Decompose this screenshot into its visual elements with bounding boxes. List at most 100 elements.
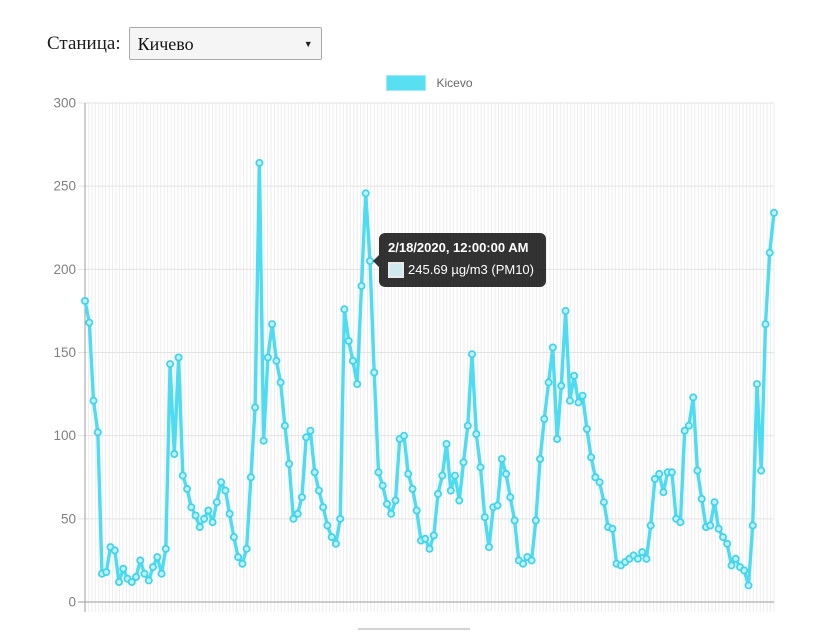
data-point[interactable] xyxy=(399,431,408,440)
data-point[interactable] xyxy=(689,393,698,402)
data-point[interactable] xyxy=(574,398,583,407)
data-point[interactable] xyxy=(268,320,277,329)
data-point[interactable] xyxy=(638,548,647,557)
data-point[interactable] xyxy=(659,488,668,497)
data-point[interactable] xyxy=(582,424,591,433)
data-point[interactable] xyxy=(731,554,740,563)
data-point[interactable] xyxy=(234,553,243,562)
data-point[interactable] xyxy=(578,391,587,400)
data-point[interactable] xyxy=(221,486,230,495)
data-point[interactable] xyxy=(497,454,506,463)
data-point[interactable] xyxy=(553,434,562,443)
data-point[interactable] xyxy=(650,474,659,483)
data-point[interactable] xyxy=(242,544,251,553)
data-point[interactable] xyxy=(136,556,145,565)
data-point[interactable] xyxy=(323,521,332,530)
station-select[interactable]: Кичево xyxy=(128,27,322,60)
data-point[interactable] xyxy=(587,453,596,462)
data-point[interactable] xyxy=(374,468,383,477)
data-point[interactable] xyxy=(251,403,260,412)
data-point[interactable] xyxy=(195,523,204,532)
data-point[interactable] xyxy=(229,533,238,542)
data-point[interactable] xyxy=(565,396,574,405)
data-point[interactable] xyxy=(217,478,226,487)
data-point[interactable] xyxy=(412,506,421,515)
data-point[interactable] xyxy=(187,503,196,512)
data-point[interactable] xyxy=(527,556,536,565)
data-point[interactable] xyxy=(748,521,757,530)
data-point[interactable] xyxy=(642,554,651,563)
data-point[interactable] xyxy=(710,498,719,507)
data-point[interactable] xyxy=(540,414,549,423)
data-point[interactable] xyxy=(157,569,166,578)
data-point[interactable] xyxy=(714,524,723,533)
data-point[interactable] xyxy=(433,489,442,498)
data-point[interactable] xyxy=(353,380,362,389)
data-point[interactable] xyxy=(378,481,387,490)
data-point[interactable] xyxy=(536,454,545,463)
data-point[interactable] xyxy=(302,433,311,442)
data-point[interactable] xyxy=(387,509,396,518)
data-point[interactable] xyxy=(442,439,451,448)
data-point[interactable] xyxy=(204,506,213,515)
data-point[interactable] xyxy=(357,281,366,290)
data-point[interactable] xyxy=(81,296,90,305)
data-point[interactable] xyxy=(131,573,140,582)
data-point[interactable] xyxy=(153,553,162,562)
data-point[interactable] xyxy=(110,546,119,555)
data-point[interactable] xyxy=(314,486,323,495)
data-point[interactable] xyxy=(693,466,702,475)
data-point[interactable] xyxy=(161,544,170,553)
data-point[interactable] xyxy=(102,568,111,577)
data-point[interactable] xyxy=(297,493,306,502)
data-point[interactable] xyxy=(459,458,468,467)
data-point[interactable] xyxy=(519,559,528,568)
data-point[interactable] xyxy=(212,498,221,507)
data-point[interactable] xyxy=(761,320,770,329)
data-point[interactable] xyxy=(348,356,357,365)
data-point-markers[interactable] xyxy=(81,158,779,590)
data-point[interactable] xyxy=(646,521,655,530)
data-point[interactable] xyxy=(719,533,728,542)
data-point[interactable] xyxy=(170,449,179,458)
data-point[interactable] xyxy=(404,469,413,478)
data-point[interactable] xyxy=(285,459,294,468)
data-point[interactable] xyxy=(706,521,715,530)
data-point[interactable] xyxy=(331,539,340,548)
data-point[interactable] xyxy=(263,353,272,362)
data-point[interactable] xyxy=(289,514,298,523)
data-point[interactable] xyxy=(676,518,685,527)
data-point[interactable] xyxy=(144,576,153,585)
data-point[interactable] xyxy=(293,509,302,518)
data-point[interactable] xyxy=(608,524,617,533)
data-point[interactable] xyxy=(166,360,175,369)
data-point[interactable] xyxy=(595,478,604,487)
data-point[interactable] xyxy=(148,563,157,572)
data-point[interactable] xyxy=(200,514,209,523)
data-point[interactable] xyxy=(506,493,515,502)
data-point[interactable] xyxy=(225,509,234,518)
data-point[interactable] xyxy=(425,544,434,553)
data-point[interactable] xyxy=(127,578,136,587)
data-point[interactable] xyxy=(429,531,438,540)
data-point[interactable] xyxy=(89,396,98,405)
data-point[interactable] xyxy=(531,516,540,525)
data-point[interactable] xyxy=(480,513,489,522)
data-point[interactable] xyxy=(450,471,459,480)
data-point[interactable] xyxy=(557,381,566,390)
data-point[interactable] xyxy=(502,469,511,478)
data-point[interactable] xyxy=(599,498,608,507)
data-point[interactable] xyxy=(684,421,693,430)
data-point[interactable] xyxy=(340,305,349,314)
data-point[interactable] xyxy=(548,343,557,352)
data-point[interactable] xyxy=(757,466,766,475)
data-point[interactable] xyxy=(510,516,519,525)
data-point[interactable] xyxy=(472,429,481,438)
data-point[interactable] xyxy=(306,426,315,435)
data-point[interactable] xyxy=(183,484,192,493)
data-point[interactable] xyxy=(361,189,370,198)
data-point[interactable] xyxy=(446,486,455,495)
data-point[interactable] xyxy=(591,473,600,482)
data-point[interactable] xyxy=(544,378,553,387)
